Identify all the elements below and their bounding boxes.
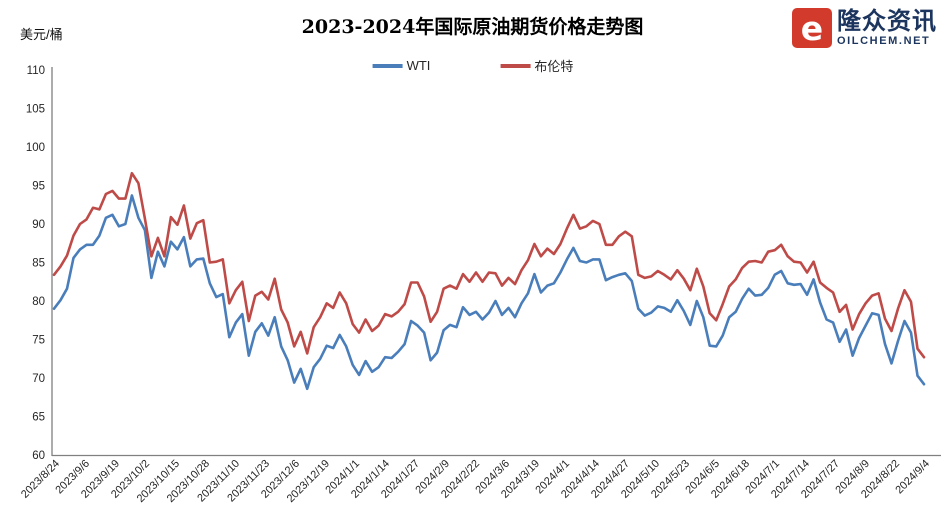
y-axis-tick-labels: 60 65 70 75 80 85 90 95 100 105 110 — [26, 65, 45, 462]
brent-line-swatch — [500, 63, 531, 68]
oilchem-logo-icon: e — [792, 8, 832, 48]
legend-label-brent: 布伦特 — [534, 59, 574, 74]
brent-price-line — [52, 171, 926, 359]
y-tick-label: 75 — [32, 335, 45, 347]
wti-line-swatch — [372, 63, 403, 68]
oilchem-logo-name: 隆众资讯 — [837, 7, 937, 35]
legend-item-wti: WTI — [372, 58, 431, 73]
chart-axes — [51, 67, 941, 457]
y-tick-label: 100 — [26, 142, 45, 154]
y-tick-label: 65 — [32, 412, 45, 424]
legend-item-brent: 布伦特 — [500, 56, 573, 75]
chart-series-lines — [52, 171, 926, 391]
y-tick-label: 85 — [32, 258, 45, 270]
y-tick-label: 70 — [32, 373, 45, 385]
chart-title: 2023-2024年国际原油期货价格走势图 — [301, 16, 644, 38]
y-tick-label: 110 — [27, 65, 45, 77]
y-tick-label: 60 — [32, 450, 45, 462]
y-tick-label: 105 — [26, 104, 45, 116]
oilchem-logo-text: 隆众资讯 OILCHEM.NET — [837, 7, 937, 47]
oilchem-logo: e 隆众资讯 OILCHEM.NET — [792, 8, 937, 48]
y-axis-unit-label: 美元/桶 — [20, 27, 63, 42]
wti-price-line — [52, 194, 926, 391]
y-tick-label: 90 — [32, 219, 45, 231]
x-tick-label: 2023/8/24 — [19, 458, 62, 501]
y-tick-label: 95 — [32, 181, 45, 193]
oilchem-logo-domain: OILCHEM.NET — [837, 34, 931, 47]
y-tick-label: 80 — [32, 296, 45, 308]
legend-label-wti: WTI — [406, 58, 431, 73]
x-axis-tick-labels: 2023/8/242023/9/62023/9/192023/10/22023/… — [19, 458, 932, 505]
chart-legend: WTI 布伦特 — [372, 56, 573, 75]
